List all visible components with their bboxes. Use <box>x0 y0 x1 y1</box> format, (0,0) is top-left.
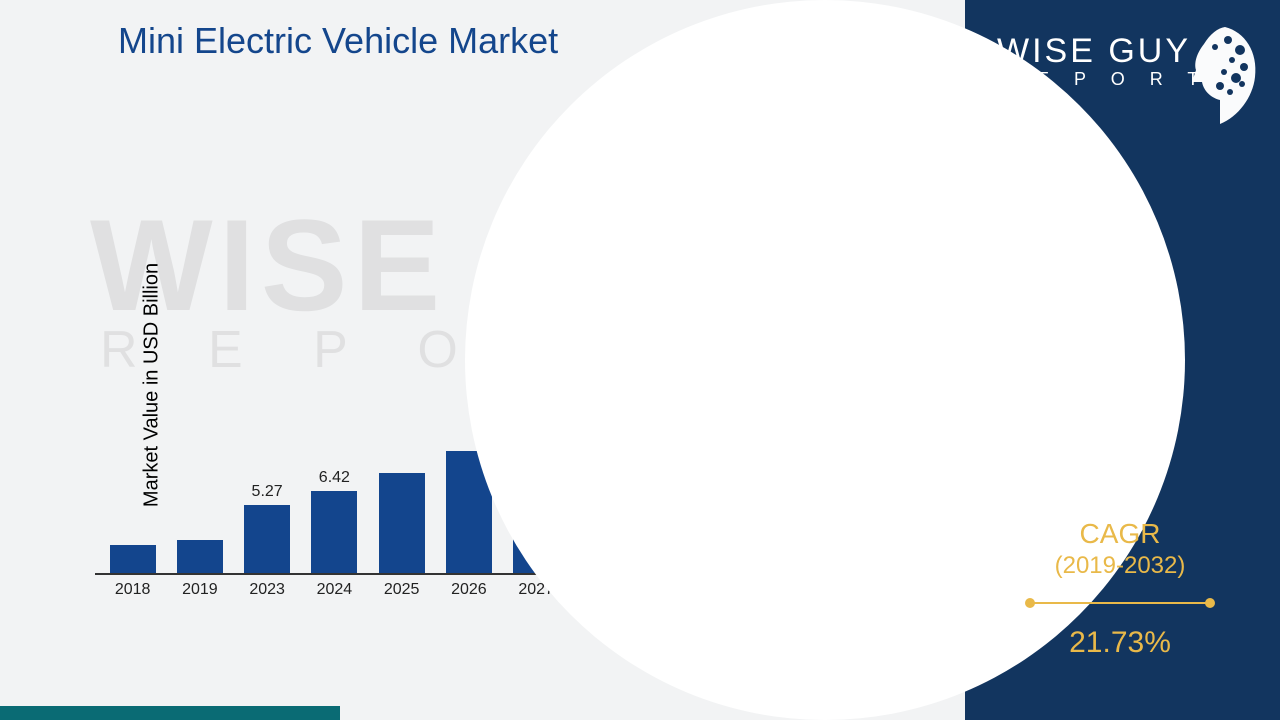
bar-slot: 6.42 <box>301 165 368 573</box>
x-tick: 2018 <box>99 575 166 605</box>
bar-slot <box>166 165 233 573</box>
cagr-range: (2019-2032) <box>1000 552 1240 580</box>
bar-slot: 5.27 <box>234 165 301 573</box>
bar-slot <box>99 165 166 573</box>
bar <box>110 545 156 573</box>
x-tick: 2023 <box>234 575 301 605</box>
bar-slot <box>368 165 435 573</box>
cagr-title: CAGR <box>1000 518 1240 550</box>
x-tick: 2025 <box>368 575 435 605</box>
x-tick: 2024 <box>301 575 368 605</box>
cagr-block: CAGR (2019-2032) 21.73% <box>1000 518 1240 660</box>
right-panel: WISE GUY R E P O R T S CAGR (2019-2032) … <box>965 0 1280 720</box>
bottom-accent-bar <box>0 706 340 720</box>
cagr-value: 21.73% <box>1000 626 1240 660</box>
bar-value-label: 6.42 <box>319 469 350 487</box>
bar <box>244 505 290 573</box>
brand-logo: WISE GUY R E P O R T S <box>977 22 1260 142</box>
chart-title: Mini Electric Vehicle Market <box>118 20 558 62</box>
canvas: WISE GUY R E P O R T S Mini Electric Veh… <box>0 0 1280 720</box>
x-tick: 2019 <box>166 575 233 605</box>
ai-head-icon <box>1170 22 1260 132</box>
x-tick: 2026 <box>435 575 502 605</box>
cagr-divider <box>1030 602 1210 604</box>
bar <box>379 473 425 573</box>
bar <box>177 540 223 573</box>
bar-value-label: 5.27 <box>252 483 283 501</box>
bar <box>311 491 357 573</box>
